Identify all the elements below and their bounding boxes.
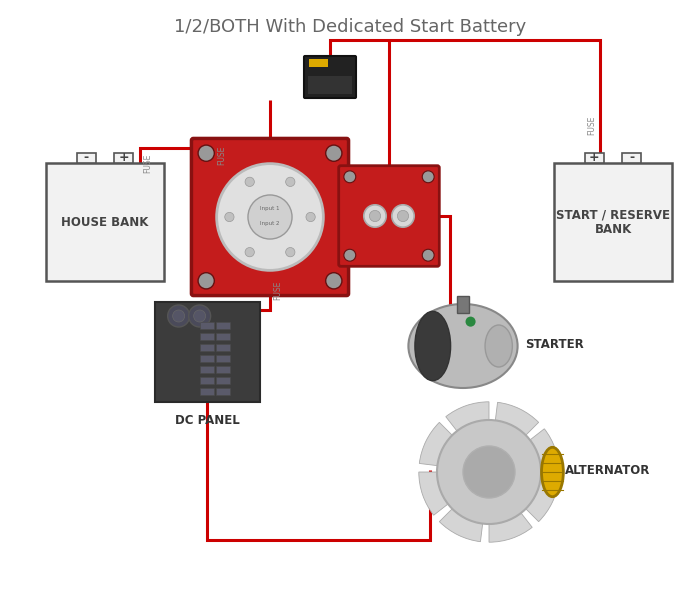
Circle shape [245,248,254,257]
Bar [308,76,352,94]
Circle shape [422,249,434,261]
Circle shape [198,273,214,289]
Circle shape [344,171,356,183]
Bar [114,153,133,163]
Text: STARTER: STARTER [525,337,584,350]
Bar [216,377,230,384]
Bar [622,153,641,163]
Wedge shape [446,402,489,431]
Bar [200,344,214,351]
Bar [456,296,469,313]
Circle shape [392,205,414,227]
Circle shape [364,205,386,227]
Circle shape [370,211,381,222]
Text: FUSE: FUSE [144,153,153,173]
Bar [216,388,230,395]
Text: FUSE: FUSE [274,280,283,300]
Circle shape [248,195,292,239]
FancyBboxPatch shape [304,56,356,98]
Circle shape [245,177,254,186]
Text: ALTERNATOR: ALTERNATOR [565,464,650,477]
Wedge shape [419,422,452,466]
Circle shape [306,212,315,222]
Circle shape [286,177,295,186]
Text: +: + [589,152,599,165]
Wedge shape [526,478,559,522]
Ellipse shape [415,312,451,381]
Circle shape [326,145,342,161]
Ellipse shape [542,447,564,497]
FancyBboxPatch shape [191,139,349,296]
Text: -: - [629,152,634,165]
Circle shape [286,248,295,257]
FancyBboxPatch shape [339,166,440,266]
Wedge shape [489,513,532,542]
Text: -: - [83,152,89,165]
Text: FUSE: FUSE [587,115,596,135]
Text: FUSE: FUSE [218,145,227,165]
Circle shape [422,171,434,183]
Circle shape [344,249,356,261]
Ellipse shape [408,304,517,388]
Circle shape [398,211,409,222]
FancyBboxPatch shape [46,163,164,281]
Circle shape [216,163,323,270]
Circle shape [194,310,206,322]
FancyBboxPatch shape [155,302,260,402]
Ellipse shape [485,325,512,367]
Text: Input 1: Input 1 [260,206,280,211]
Circle shape [198,145,214,161]
Circle shape [225,212,234,222]
Bar [200,388,214,395]
Bar [216,344,230,351]
Circle shape [326,273,342,289]
Wedge shape [419,472,448,515]
Text: +: + [118,152,130,165]
Circle shape [463,446,515,498]
Text: HOUSE BANK: HOUSE BANK [62,215,148,228]
Bar [216,333,230,340]
Bar [200,333,214,340]
Bar [77,153,96,163]
Bar [216,366,230,373]
Text: DC PANEL: DC PANEL [174,414,239,427]
Bar [309,59,328,67]
Bar [200,322,214,329]
FancyBboxPatch shape [554,163,672,281]
Text: START / RESERVE
BANK: START / RESERVE BANK [556,208,670,236]
Wedge shape [530,429,559,472]
Circle shape [173,310,185,322]
Bar [216,322,230,329]
Wedge shape [496,402,538,435]
Circle shape [188,305,211,327]
Bar [216,355,230,362]
Text: 1/2/BOTH With Dedicated Start Battery: 1/2/BOTH With Dedicated Start Battery [174,18,526,36]
Bar [200,366,214,373]
Circle shape [437,420,541,524]
Bar [200,377,214,384]
Bar [584,153,603,163]
Circle shape [167,305,190,327]
Circle shape [466,317,475,327]
Bar [200,355,214,362]
Wedge shape [440,509,483,542]
Text: Input 2: Input 2 [260,221,280,227]
